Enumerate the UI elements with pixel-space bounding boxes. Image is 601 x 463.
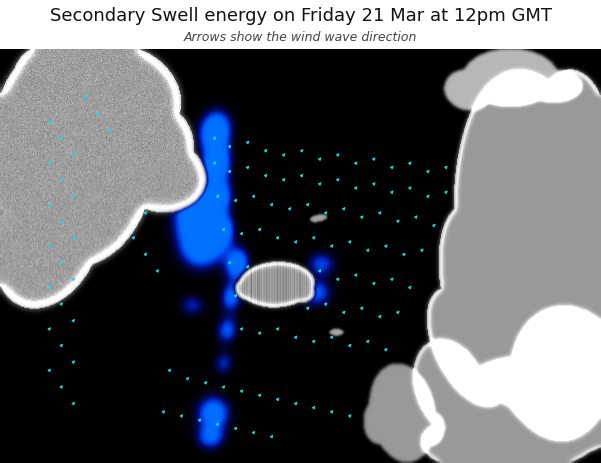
Text: Secondary Swell energy on Friday 21 Mar at 12pm GMT: Secondary Swell energy on Friday 21 Mar … [49, 6, 552, 25]
Text: Arrows show the wind wave direction: Arrows show the wind wave direction [184, 31, 417, 44]
